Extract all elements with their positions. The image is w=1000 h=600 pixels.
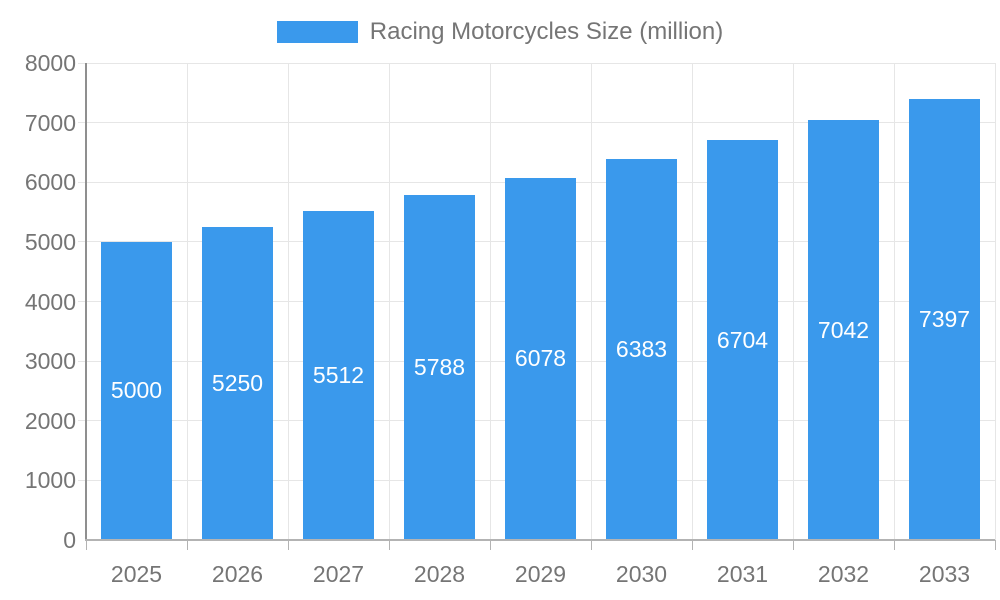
y-axis-label: 4000 (24, 288, 76, 315)
x-axis-label: 2026 (211, 561, 264, 587)
x-gridline (994, 63, 996, 540)
bar: 7042 (808, 120, 879, 540)
x-axis-label: 2028 (413, 561, 466, 587)
x-axis-tick (792, 540, 794, 550)
x-gridline (287, 63, 289, 540)
x-axis-tick (994, 540, 996, 550)
x-axis-tick (893, 540, 895, 550)
bar: 6704 (707, 140, 778, 540)
x-axis-label: 2030 (615, 561, 668, 587)
y-axis-label: 5000 (24, 228, 76, 255)
x-axis-label: 2027 (312, 561, 365, 587)
x-gridline (792, 63, 794, 540)
bar: 7397 (909, 98, 980, 540)
legend-swatch (276, 21, 358, 43)
y-axis-label: 7000 (24, 109, 76, 136)
x-axis-label: 2031 (716, 561, 769, 587)
bar-value-label: 6704 (716, 326, 769, 353)
y-axis-label: 3000 (24, 348, 76, 375)
bar-value-label: 6078 (514, 345, 567, 372)
x-gridline (691, 63, 693, 540)
x-axis-tick (489, 540, 491, 550)
chart-legend: Racing Motorcycles Size (million) (0, 18, 1000, 46)
x-axis-tick (388, 540, 390, 550)
bar-value-label: 5788 (413, 353, 466, 380)
y-axis-label: 6000 (24, 169, 76, 196)
x-axis-tick (590, 540, 592, 550)
x-axis-label: 2025 (110, 561, 163, 587)
y-axis-line (85, 63, 87, 540)
bar-value-label: 7397 (918, 305, 971, 332)
bar-value-label: 7042 (817, 316, 870, 343)
x-gridline (489, 63, 491, 540)
legend-label: Racing Motorcycles Size (million) (369, 18, 724, 45)
bar: 5788 (404, 194, 475, 540)
x-axis-tick (186, 540, 188, 550)
x-axis-label: 2029 (514, 561, 567, 587)
bar: 5250 (202, 226, 273, 540)
x-axis-label: 2032 (817, 561, 870, 587)
bar-value-label: 6383 (615, 336, 668, 363)
y-gridline (78, 62, 995, 64)
x-gridline (590, 63, 592, 540)
x-axis-tick (691, 540, 693, 550)
y-gridline (78, 122, 995, 124)
bar-value-label: 5250 (211, 369, 264, 396)
x-gridline (388, 63, 390, 540)
y-axis-label: 2000 (24, 407, 76, 434)
y-axis-label: 8000 (24, 50, 76, 76)
x-axis-label: 2033 (918, 561, 971, 587)
bar: 5512 (303, 211, 374, 540)
bar: 6383 (606, 159, 677, 540)
bar-value-label: 5000 (110, 377, 163, 404)
x-axis-line (85, 539, 995, 541)
x-axis-tick (85, 540, 87, 550)
x-gridline (186, 63, 188, 540)
bar: 6078 (505, 177, 576, 540)
y-axis-label: 1000 (24, 467, 76, 494)
x-axis-tick (287, 540, 289, 550)
bar-value-label: 5512 (312, 362, 365, 389)
bar: 5000 (101, 241, 172, 540)
y-axis-label: 0 (63, 527, 76, 553)
x-gridline (893, 63, 895, 540)
